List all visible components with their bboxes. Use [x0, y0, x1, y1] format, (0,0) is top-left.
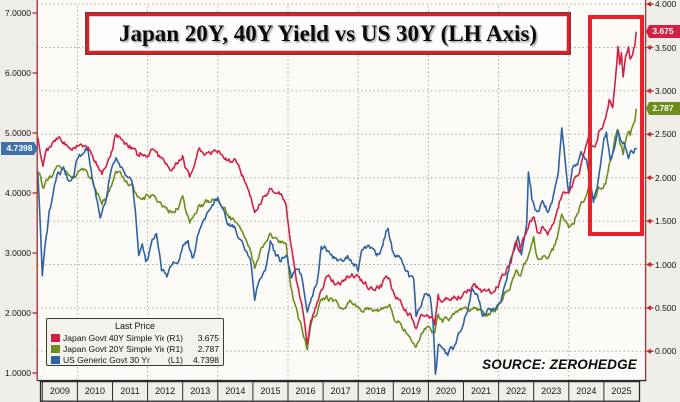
left-axis-tick-label: 2.0000	[5, 308, 31, 318]
legend-swatch-icon	[51, 333, 60, 342]
legend-item-axis-code: (R1)	[166, 343, 183, 354]
legend-item: Japan Govt 20Y Simple Yield (R1) 2.787	[51, 343, 219, 354]
x-axis-year-2024: 2024	[576, 386, 597, 396]
chart-title: Japan 20Y, 40Y Yield vs US 30Y (LH Axis)	[118, 20, 538, 46]
left-axis-tick-label: 7.0000	[5, 8, 31, 18]
x-axis-year-2011: 2011	[120, 386, 140, 396]
x-axis-year-2022: 2022	[506, 386, 527, 396]
left-axis-tick-label: 1.0000	[5, 368, 31, 378]
chart-title-box: Japan 20Y, 40Y Yield vs US 30Y (LH Axis)	[86, 13, 570, 54]
legend-item-value: 2.787	[197, 343, 219, 354]
x-axis-year-2023: 2023	[541, 386, 562, 396]
right-axis-tick-label: 4.000	[655, 0, 677, 10]
legend-swatch-icon	[51, 344, 60, 353]
x-axis-year-2021: 2021	[471, 386, 492, 396]
japan-20y-last-price-badge: 2.787	[646, 102, 680, 115]
series-us-generic-govt-30-yr	[37, 127, 637, 375]
x-axis-year-2012: 2012	[155, 386, 176, 396]
legend-item-axis-code: (L1)	[167, 354, 183, 365]
legend-item: US Generic Govt 30 Yr (L1) 4.7398	[51, 354, 219, 365]
x-axis-year-2020: 2020	[435, 386, 456, 396]
legend-item-value: 3.675	[197, 332, 219, 343]
left-axis-tick-label: 4.0000	[5, 188, 31, 198]
x-axis-year-2019: 2019	[400, 386, 421, 396]
series-japan-govt-40y-simple-yield	[37, 31, 637, 345]
legend-rows: Japan Govt 40Y Simple Yield (R1) 3.675 Japa…	[51, 332, 219, 365]
left-axis-tick-label: 3.0000	[5, 248, 31, 258]
right-axis-tick-label: 2.000	[655, 172, 677, 183]
x-axis-year-2014: 2014	[225, 386, 246, 396]
x-axis-year-2016: 2016	[295, 386, 316, 396]
right-axis-tick-label: 3.500	[655, 42, 677, 53]
source-credit: SOURCE: ZEROHEDGE	[482, 357, 637, 372]
right-axis-tick-label: 1.500	[655, 216, 677, 227]
x-axis-year-2013: 2013	[190, 386, 211, 396]
series-japan-govt-20y-simple-yield	[37, 108, 637, 351]
legend-item-label: Japan Govt 40Y Simple Yield	[63, 332, 165, 343]
x-axis-year-2018: 2018	[365, 386, 386, 396]
right-axis-tick-label: 3.000	[655, 85, 677, 96]
x-axis-year-2010: 2010	[84, 386, 105, 396]
right-axis-tick-label: 2.500	[655, 129, 677, 140]
legend-item-value: 4.7398	[193, 354, 219, 365]
highlight-rectangle	[588, 15, 644, 236]
right-axis-tick-label: 0.500	[655, 302, 677, 313]
x-axis-year-2017: 2017	[330, 386, 351, 396]
legend: Last Price Japan Govt 40Y Simple Yield (R…	[46, 318, 224, 366]
us-30y-last-price-badge: 4.7398	[1, 142, 38, 155]
x-axis-year-2025: 2025	[611, 386, 632, 396]
right-axis-tick-label: 0.000	[655, 346, 677, 357]
legend-swatch-icon	[51, 355, 60, 364]
legend-item-label: US Generic Govt 30 Yr	[63, 354, 150, 365]
x-axis-year-2009: 2009	[49, 386, 70, 396]
right-axis-tick-label: 1.000	[655, 259, 677, 270]
japan-40y-last-price-badge: 3.675	[646, 25, 680, 38]
x-axis-year-2015: 2015	[260, 386, 281, 396]
left-axis-tick-label: 5.0000	[5, 128, 31, 138]
legend-title: Last Price	[114, 321, 156, 331]
legend-item-label: Japan Govt 20Y Simple Yield	[63, 343, 165, 354]
legend-item-axis-code: (R1)	[166, 332, 183, 343]
legend-item: Japan Govt 40Y Simple Yield (R1) 3.675	[51, 332, 219, 343]
left-axis-tick-label: 6.0000	[5, 68, 31, 78]
